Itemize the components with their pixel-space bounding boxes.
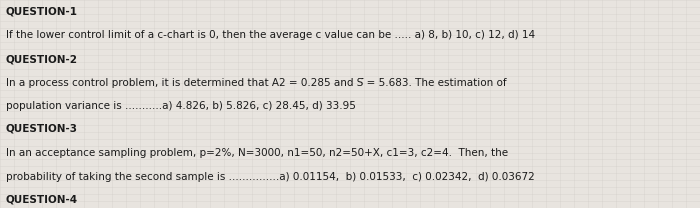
Text: QUESTION-1: QUESTION-1 bbox=[6, 6, 78, 16]
Text: population variance is ...........a) 4.826, b) 5.826, c) 28.45, d) 33.95: population variance is ...........a) 4.8… bbox=[6, 101, 356, 111]
Text: If the lower control limit of a c-chart is 0, then the average c value can be ..: If the lower control limit of a c-chart … bbox=[6, 30, 535, 40]
Text: In a process control problem, it is determined that A2 = 0.285 and S̅ = 5.683. T: In a process control problem, it is dete… bbox=[6, 78, 506, 88]
Text: QUESTION-3: QUESTION-3 bbox=[6, 124, 78, 134]
Text: In an acceptance sampling problem, p=2%, N=3000, n1=50, n2=50+X, c1=3, c2=4.  Th: In an acceptance sampling problem, p=2%,… bbox=[6, 148, 508, 158]
Text: QUESTION-4: QUESTION-4 bbox=[6, 194, 78, 204]
Text: QUESTION-2: QUESTION-2 bbox=[6, 54, 78, 64]
Text: probability of taking the second sample is ...............a) 0.01154,  b) 0.0153: probability of taking the second sample … bbox=[6, 172, 534, 182]
